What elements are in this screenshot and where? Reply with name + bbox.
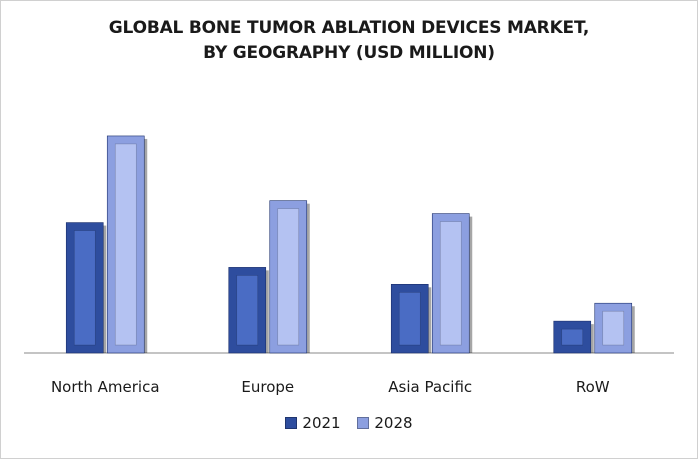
legend-label-2021: 2021	[302, 414, 341, 432]
chart-title-line-1: GLOBAL BONE TUMOR ABLATION DEVICES MARKE…	[108, 18, 590, 38]
bar-inner-europe-2021	[236, 275, 259, 346]
chart-title-line-2: BY GEOGRAPHY (USD MILLION)	[203, 43, 495, 63]
bar-inner-asia-pacific-2028	[439, 221, 462, 346]
legend-swatch-2021	[285, 417, 298, 429]
legend-swatch-2028	[357, 417, 370, 429]
chart-title: GLOBAL BONE TUMOR ABLATION DEVICES MARKE…	[0, 16, 698, 66]
bar-inner-north-america-2028	[114, 143, 137, 346]
legend-label-2028: 2028	[374, 414, 413, 432]
x-tick-label-north-america: North America	[51, 378, 160, 396]
bar-inner-north-america-2021	[73, 230, 96, 346]
legend-item-2021[interactable]: 2021	[285, 414, 341, 432]
legend: 2021 2028	[0, 414, 698, 433]
bar-inner-asia-pacific-2021	[398, 291, 421, 346]
bar-inner-europe-2028	[277, 208, 300, 346]
legend-item-2028[interactable]: 2028	[357, 414, 413, 432]
x-tick-label-asia-pacific: Asia Pacific	[388, 378, 472, 396]
x-tick-label-row: RoW	[576, 378, 610, 396]
bar-inner-row-2021	[561, 328, 584, 346]
bar-inner-row-2028	[602, 310, 625, 346]
x-tick-label-europe: Europe	[241, 378, 294, 396]
